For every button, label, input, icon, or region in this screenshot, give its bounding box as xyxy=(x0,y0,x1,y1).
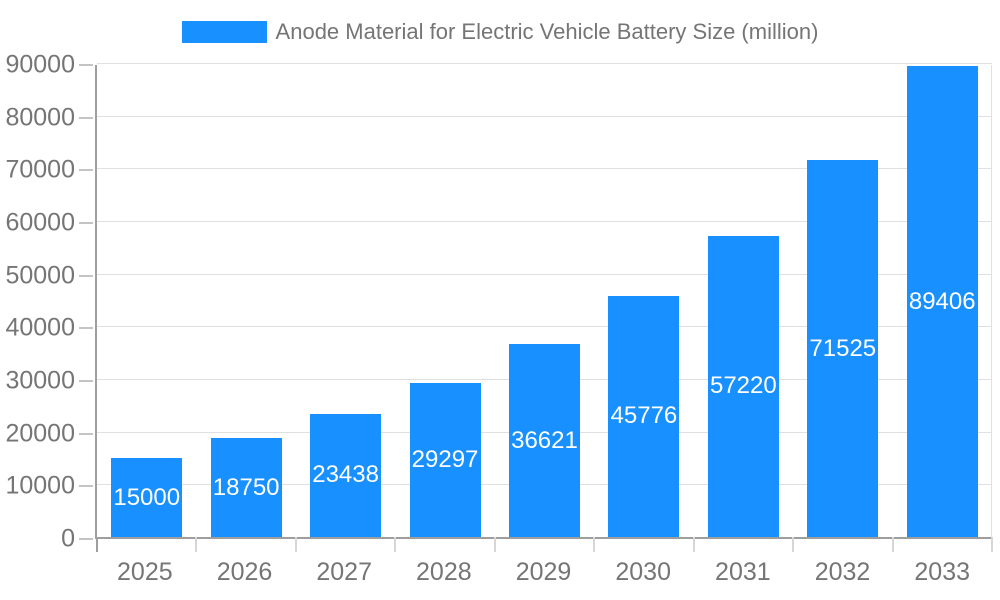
bar-value-label: 57220 xyxy=(709,372,777,400)
y-tick-label: 10000 xyxy=(5,471,75,500)
x-tick-label-2033: 2033 xyxy=(914,558,971,586)
bar-2027: 23438 xyxy=(310,413,382,537)
x-tick-mark xyxy=(96,537,98,552)
bar-column-2030: 45776 xyxy=(594,65,693,537)
bar-column-2027: 23438 xyxy=(296,65,395,537)
plot-right-border xyxy=(991,65,992,537)
x-tick-mark xyxy=(493,537,496,552)
bar-2031: 57220 xyxy=(707,235,779,537)
gridline-80000 xyxy=(97,115,992,117)
bar-column-2025: 15000 xyxy=(97,65,196,537)
bar-value-label: 29297 xyxy=(411,445,479,473)
bar-2032: 71525 xyxy=(807,160,879,537)
x-tick-mark xyxy=(891,537,894,552)
bar-column-2032: 71525 xyxy=(793,65,892,537)
bar-value-label: 23438 xyxy=(312,461,379,489)
x-tick-label-2028: 2028 xyxy=(416,558,472,586)
bar-2026: 18750 xyxy=(210,438,282,537)
bar-2025: 15000 xyxy=(111,458,183,537)
x-tick-label-2031: 2031 xyxy=(715,558,771,586)
y-tick-label: 70000 xyxy=(5,155,75,184)
gridline-40000 xyxy=(97,326,992,328)
legend-swatch xyxy=(181,21,267,43)
x-tick-label-2025: 2025 xyxy=(117,558,173,586)
y-tick-label: 80000 xyxy=(5,103,75,132)
y-tick-mark xyxy=(79,327,93,330)
bar-column-2033: 89406 xyxy=(893,65,992,537)
bar-2033: 89406 xyxy=(906,66,978,537)
bar-series: 15000 18750 23438 29297 36621 45776 57220 71525… xyxy=(97,65,992,537)
legend-label: Anode Material for Electric Vehicle Batt… xyxy=(275,19,819,44)
x-tick-label-2030: 2030 xyxy=(615,558,671,586)
y-tick-mark xyxy=(79,64,93,66)
gridline-60000 xyxy=(97,221,992,222)
y-tick-mark xyxy=(79,169,93,172)
y-tick-label: 40000 xyxy=(5,313,75,342)
x-axis: 2025 2026 2027 2028 2029 2030 2031 2032 2033 xyxy=(95,541,992,591)
x-tick-mark xyxy=(792,537,795,552)
x-tick-mark xyxy=(394,537,397,552)
x-tick-mark xyxy=(692,537,695,552)
bar-2028: 29297 xyxy=(409,382,481,537)
bar-value-label: 18750 xyxy=(212,473,280,501)
y-tick-label: 0 xyxy=(61,524,75,553)
bar-value-label: 71525 xyxy=(809,334,877,362)
x-tick-mark xyxy=(195,537,198,552)
gridline-50000 xyxy=(97,273,992,275)
y-tick-label: 60000 xyxy=(5,208,75,237)
y-axis: 0 10000 20000 30000 40000 50000 60000 70000 8000… xyxy=(0,52,95,551)
x-tick-label-2029: 2029 xyxy=(515,558,572,586)
bar-value-label: 45776 xyxy=(610,402,678,430)
gridline-70000 xyxy=(97,168,992,170)
x-tick-label-2026: 2026 xyxy=(216,558,273,586)
y-tick-mark xyxy=(79,116,93,119)
plot-area: 15000 18750 23438 29297 36621 45776 57220 71525… xyxy=(95,63,993,552)
bar-2030: 45776 xyxy=(608,295,680,537)
y-tick-mark xyxy=(79,538,93,540)
bar-column-2026: 18750 xyxy=(196,65,295,537)
bar-column-2028: 29297 xyxy=(395,65,494,537)
bar-value-label: 89406 xyxy=(908,287,976,315)
x-tick-label-2027: 2027 xyxy=(316,558,372,586)
y-tick-mark xyxy=(79,274,93,277)
legend: Anode Material for Electric Vehicle Batt… xyxy=(0,18,1000,46)
gridline-90000 xyxy=(97,63,992,64)
x-tick-mark xyxy=(991,537,993,552)
x-tick-label-2032: 2032 xyxy=(814,558,871,586)
y-tick-label: 20000 xyxy=(5,419,75,448)
bar-value-label: 15000 xyxy=(113,483,181,511)
y-tick-label: 30000 xyxy=(5,366,75,395)
bar-value-label: 36621 xyxy=(511,426,578,454)
y-tick-mark xyxy=(79,485,93,488)
bar-column-2029: 36621 xyxy=(495,65,594,537)
x-tick-mark xyxy=(294,537,297,552)
y-tick-mark xyxy=(79,222,93,224)
x-tick-mark xyxy=(593,537,596,552)
bar-column-2031: 57220 xyxy=(694,65,793,537)
y-tick-label: 50000 xyxy=(5,261,75,290)
bar-2029: 36621 xyxy=(508,344,580,537)
y-tick-label: 90000 xyxy=(5,50,75,79)
y-tick-mark xyxy=(79,380,93,382)
y-tick-mark xyxy=(79,432,93,435)
